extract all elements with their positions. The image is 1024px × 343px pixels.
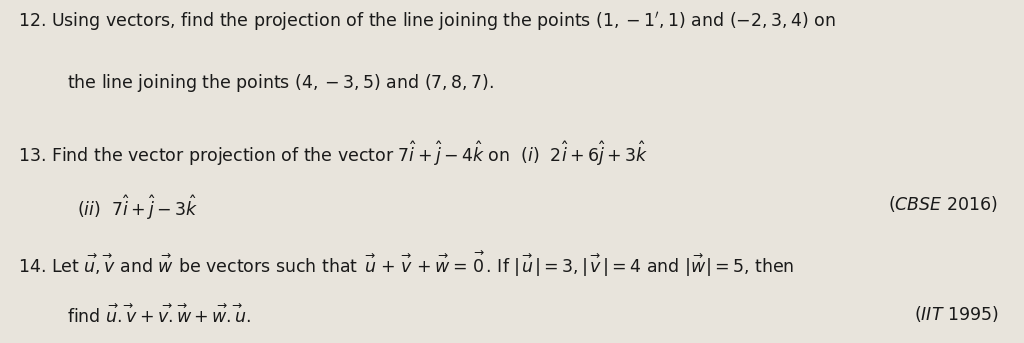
Text: find $\overset{\rightarrow\rightarrow}{u.v}+\overset{\rightarrow\rightarrow}{v.w: find $\overset{\rightarrow\rightarrow}{u…: [67, 304, 251, 327]
Text: 13. Find the vector projection of the vector $7\hat{i}+\hat{j}-4\hat{k}$ on  $(i: 13. Find the vector projection of the ve…: [18, 139, 648, 168]
Text: $(ii)$  $7\hat{i}+\hat{j}-3\hat{k}$: $(ii)$ $7\hat{i}+\hat{j}-3\hat{k}$: [77, 194, 198, 223]
Text: $(CBSE\ 2016)$: $(CBSE\ 2016)$: [889, 194, 998, 214]
Text: 14. Let $\overset{\rightarrow\rightarrow}{u,v}$ and $\overset{\rightarrow}{w}$ b: 14. Let $\overset{\rightarrow\rightarrow…: [18, 249, 795, 279]
Text: the line joining the points $(4, -3, 5)$ and $(7, 8, 7)$.: the line joining the points $(4, -3, 5)$…: [67, 72, 494, 94]
Text: 12. Using vectors, find the projection of the line joining the points $(1, -1', : 12. Using vectors, find the projection o…: [18, 10, 837, 33]
Text: $(IIT\ 1995)$: $(IIT\ 1995)$: [913, 304, 998, 323]
